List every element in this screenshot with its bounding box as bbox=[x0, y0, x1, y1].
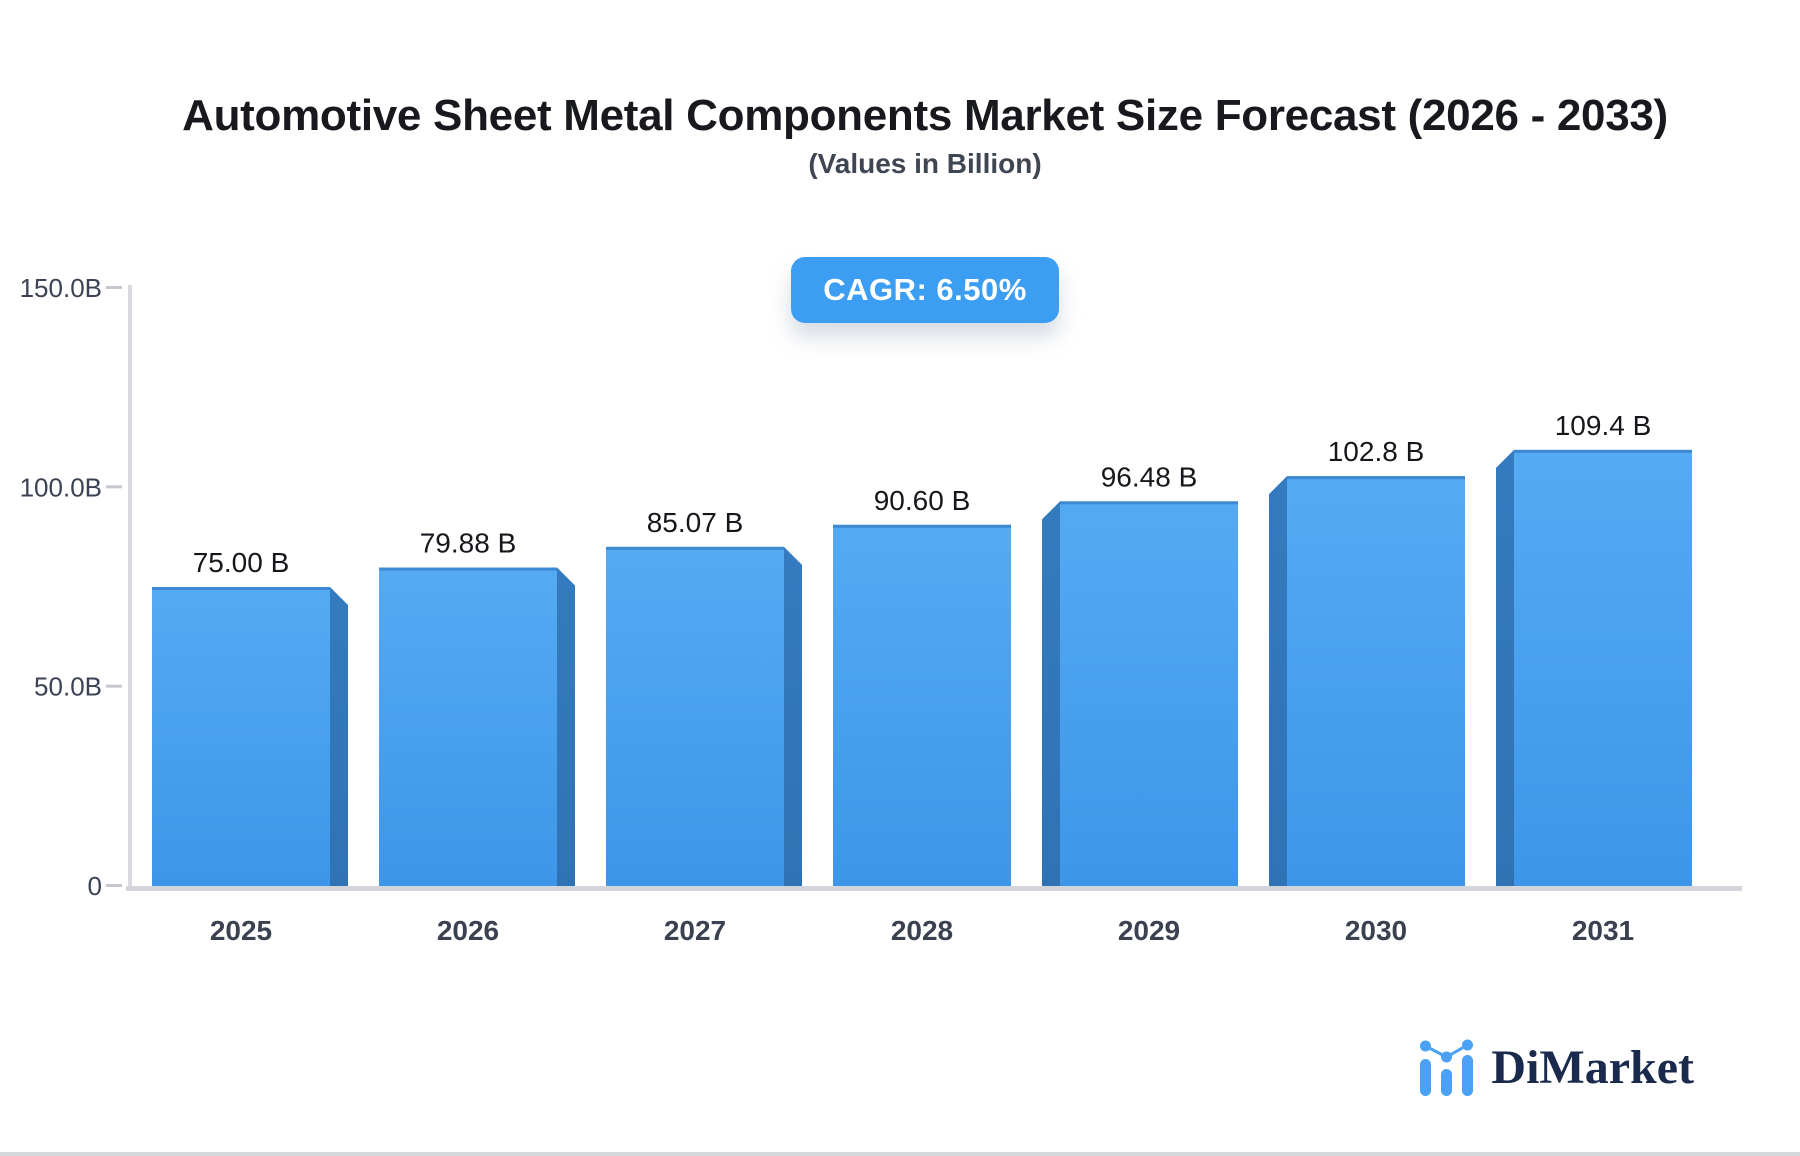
value-label-2028: 90.60 B bbox=[874, 485, 971, 516]
y-tick-150 bbox=[106, 286, 122, 289]
y-tick-label-50: 50.0B bbox=[34, 672, 102, 702]
bar-side-2025 bbox=[330, 587, 348, 886]
bar-top-edge-2025 bbox=[152, 587, 330, 590]
x-label-2030: 2030 bbox=[1345, 915, 1407, 946]
value-label-2027: 85.07 B bbox=[647, 507, 744, 538]
value-label-2030: 102.8 B bbox=[1328, 436, 1425, 467]
x-label-2025: 2025 bbox=[210, 915, 272, 946]
bar-chart-sparkline-icon bbox=[1420, 1039, 1474, 1096]
y-tick-label-150: 150.0B bbox=[20, 273, 102, 303]
bar-side-2027 bbox=[784, 546, 802, 886]
bar-top-edge-2028 bbox=[833, 524, 1011, 528]
bar-2029 bbox=[1060, 501, 1238, 886]
logo-text: DiMarket bbox=[1491, 1041, 1694, 1094]
y-axis-line bbox=[128, 285, 132, 886]
y-tick-label-100: 100.0B bbox=[20, 472, 102, 502]
y-tick-0 bbox=[106, 884, 122, 887]
value-label-2026: 79.88 B bbox=[420, 528, 517, 559]
value-label-2029: 96.48 B bbox=[1101, 461, 1198, 492]
cagr-badge-label: CAGR: 6.50% bbox=[823, 272, 1027, 307]
x-label-2029: 2029 bbox=[1118, 915, 1180, 946]
bar-side-2026 bbox=[557, 567, 575, 886]
y-tick-50 bbox=[106, 684, 122, 688]
bar-2027 bbox=[606, 546, 784, 886]
y-tick-100 bbox=[106, 485, 122, 489]
bar-2030 bbox=[1287, 476, 1465, 886]
bar-top-edge-2030 bbox=[1287, 476, 1465, 480]
chart-subtitle: (Values in Billion) bbox=[808, 148, 1042, 179]
chart-title: Automotive Sheet Metal Components Market… bbox=[182, 91, 1668, 140]
bottom-divider bbox=[0, 1152, 1800, 1156]
bar-2031 bbox=[1514, 449, 1692, 886]
x-label-2026: 2026 bbox=[437, 915, 499, 946]
bar-side-2030 bbox=[1269, 476, 1287, 886]
x-label-2031: 2031 bbox=[1572, 915, 1634, 946]
bar-2025 bbox=[152, 587, 330, 886]
bar-2028 bbox=[833, 524, 1011, 886]
x-label-2028: 2028 bbox=[891, 915, 953, 946]
bar-2026 bbox=[379, 567, 557, 886]
value-label-2025: 75.00 B bbox=[193, 547, 290, 578]
y-tick-label-0: 0 bbox=[88, 871, 102, 901]
bar-top-edge-2029 bbox=[1060, 501, 1238, 505]
x-axis-line bbox=[126, 886, 1742, 891]
bar-side-2031 bbox=[1496, 449, 1514, 886]
bar-top-edge-2027 bbox=[606, 546, 784, 550]
bar-top-edge-2031 bbox=[1514, 449, 1692, 453]
bar-side-2029 bbox=[1042, 501, 1060, 886]
dimarket-logo: DiMarket bbox=[1417, 1038, 1694, 1098]
bar-top-edge-2026 bbox=[379, 567, 557, 571]
value-label-2031: 109.4 B bbox=[1555, 410, 1652, 441]
x-label-2027: 2027 bbox=[664, 915, 726, 946]
cagr-badge: CAGR: 6.50% bbox=[791, 257, 1059, 323]
